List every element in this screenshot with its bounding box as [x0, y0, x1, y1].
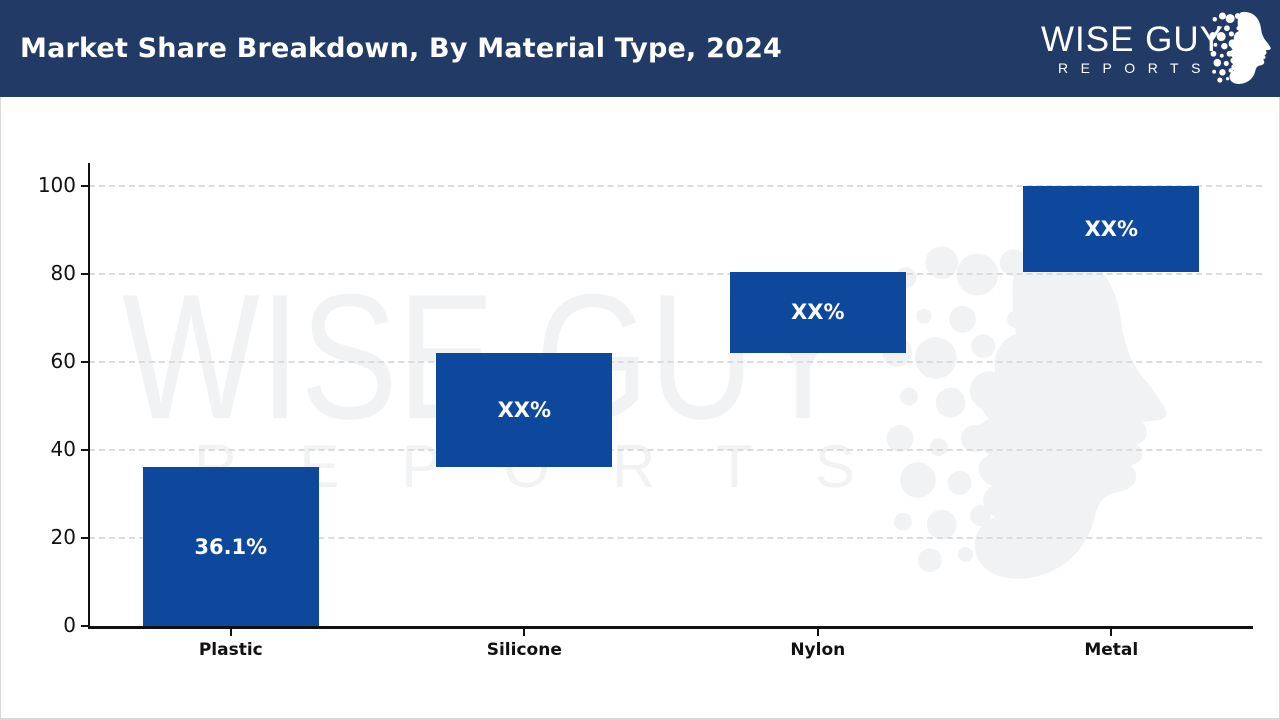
y-tick-label: 100: [37, 173, 76, 197]
y-tick-label: 40: [50, 437, 76, 461]
bar: XX%: [729, 271, 906, 354]
logo-wiseguy-text: WISE GUY: [1040, 19, 1224, 59]
y-tick-label: 0: [63, 613, 76, 637]
x-tick-mark: [229, 629, 232, 636]
header-bar: Market Share Breakdown, By Material Type…: [0, 0, 1280, 97]
y-tick-label: 20: [50, 525, 76, 549]
logo-reports-text: REPORTS: [1058, 60, 1213, 77]
bar-value-label: XX%: [1084, 216, 1139, 241]
y-tick-label: 80: [50, 261, 76, 285]
x-category-label: Metal: [1084, 640, 1139, 660]
y-tick-mark: [81, 449, 88, 451]
y-tick-mark: [81, 625, 88, 627]
x-axis: [88, 626, 1253, 629]
gridline: [89, 361, 1262, 363]
y-tick-mark: [81, 185, 88, 187]
x-tick-mark: [1110, 629, 1113, 636]
gridline: [89, 273, 1262, 275]
y-axis: [88, 163, 90, 629]
y-tick-label: 60: [50, 349, 76, 373]
gridline: [89, 185, 1262, 187]
bar: 36.1%: [142, 467, 319, 626]
gridline: [89, 537, 1262, 539]
chart-area: WISE GUY REPORTS 02040608010036.1%Plasti…: [0, 97, 1280, 720]
y-tick-mark: [81, 537, 88, 539]
logo-head-icon: [1209, 11, 1271, 84]
x-category-label: Silicone: [486, 640, 562, 660]
bar: XX%: [1023, 186, 1200, 272]
y-tick-mark: [81, 273, 88, 275]
watermark-head-icon: [882, 243, 1167, 579]
y-tick-mark: [81, 361, 88, 363]
bar-value-label: XX%: [497, 398, 552, 423]
x-category-label: Nylon: [790, 640, 846, 660]
page-border: [0, 97, 1, 720]
x-tick-mark: [816, 629, 819, 636]
bar-value-label: XX%: [791, 300, 845, 325]
bar-value-label: 36.1%: [194, 534, 268, 559]
bar: XX%: [436, 353, 613, 468]
page-title: Market Share Breakdown, By Material Type…: [20, 33, 783, 64]
wise-guy-reports-logo: WISE GUY REPORTS: [1041, 7, 1276, 91]
page-border: [0, 718, 1280, 720]
x-tick-mark: [523, 629, 526, 636]
gridline: [89, 449, 1262, 451]
logo-wordmark: WISE GUY REPORTS: [1040, 19, 1224, 77]
x-category-label: Plastic: [198, 640, 263, 660]
